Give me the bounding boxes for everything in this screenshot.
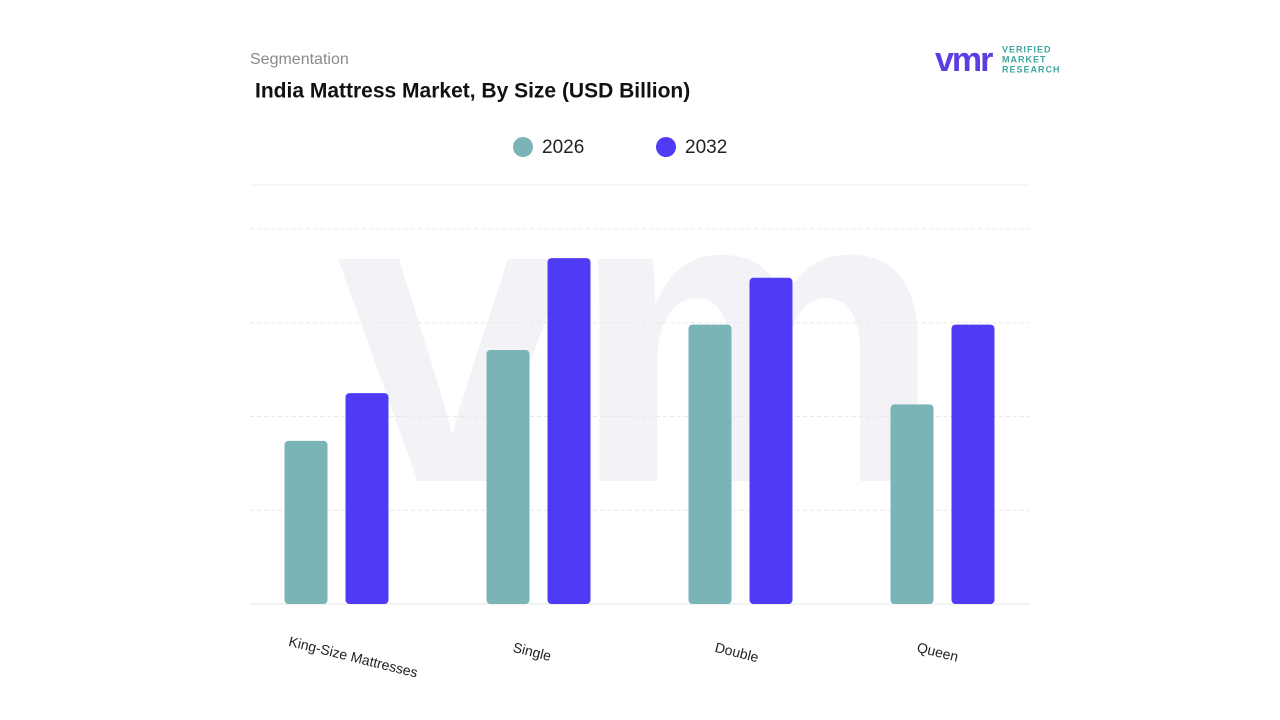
section-label: Segmentation [250, 51, 349, 68]
bar [890, 404, 934, 604]
brand-line: RESEARCH [1002, 64, 1061, 74]
bar [486, 349, 530, 604]
bar [688, 324, 732, 604]
bar [284, 440, 328, 604]
watermark: vm [336, 102, 943, 571]
legend-swatch [513, 137, 533, 157]
bar [951, 324, 995, 604]
logo: vmr VERIFIED MARKET RESEARCH [935, 41, 1061, 79]
brand-line: VERIFIED [1002, 44, 1052, 54]
bar [345, 393, 389, 604]
legend-label: 2032 [685, 137, 727, 158]
x-tick-label: Double [713, 639, 760, 665]
brand-line: MARKET [1002, 54, 1047, 64]
logo-mark: vmr [935, 41, 993, 79]
chart-title: India Mattress Market, By Size (USD Bill… [255, 80, 690, 103]
x-tick-label: King-Size Mattresses [287, 633, 419, 681]
legend-swatch [656, 137, 676, 157]
bar [749, 277, 793, 604]
legend-label: 2026 [542, 137, 584, 158]
x-tick-label: Single [511, 639, 553, 664]
x-tick-label: Queen [915, 639, 960, 665]
bar [547, 258, 591, 604]
